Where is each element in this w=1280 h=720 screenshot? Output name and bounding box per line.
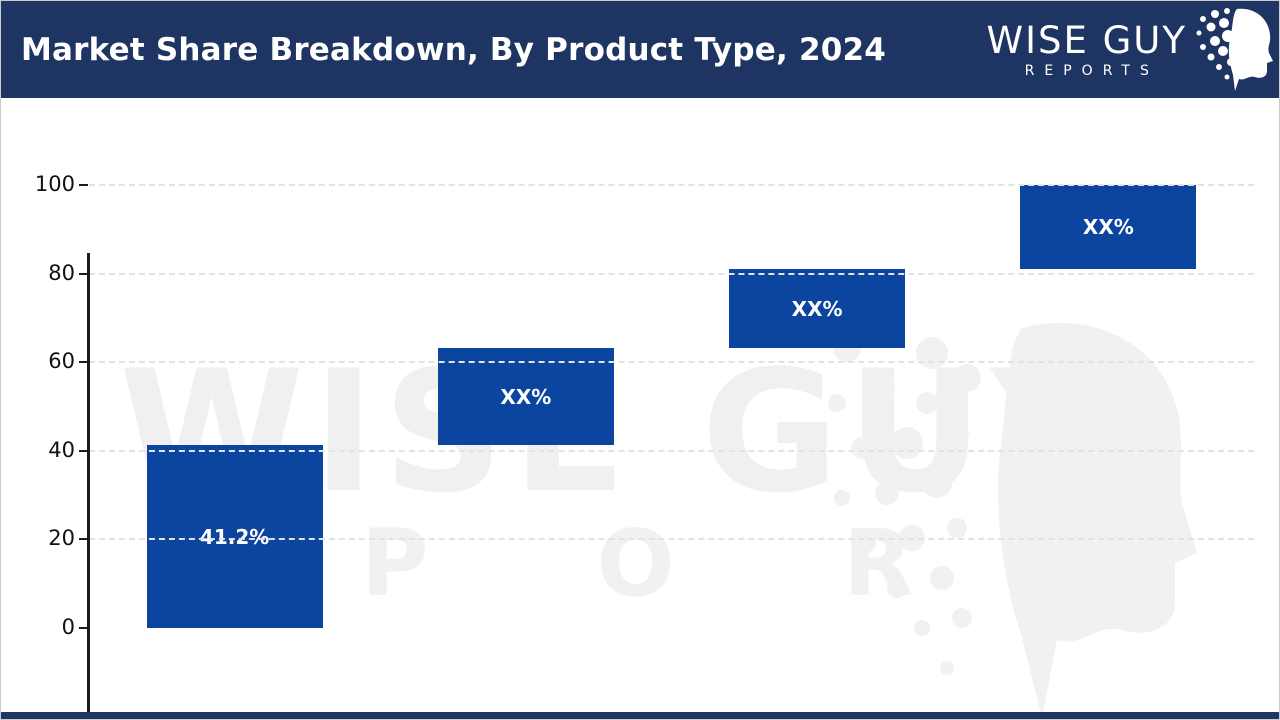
y-axis-tick-mark xyxy=(79,272,88,275)
gridline xyxy=(89,449,1254,452)
bar-makeup: XX% xyxy=(729,269,906,348)
logo-reports-label: REPORTS xyxy=(1024,62,1159,79)
y-axis-tick-mark xyxy=(79,538,88,541)
gridline xyxy=(89,184,1254,186)
y-axis-tick-label: 60 xyxy=(48,349,75,374)
bar-skin-care: 41.2% xyxy=(146,445,323,628)
y-axis-tick-mark xyxy=(79,184,88,186)
bar-value-label: XX% xyxy=(500,384,552,409)
chart-area: WISE GUY P O R T S 02040608010041.2%Skin… xyxy=(1,98,1279,719)
bar-body-care: XX% xyxy=(1020,185,1197,270)
y-axis-tick-label: 20 xyxy=(48,526,75,551)
gridline xyxy=(89,361,1254,364)
gridline xyxy=(89,538,1254,541)
logo-text: WISE GUY REPORTS xyxy=(987,22,1187,79)
y-axis-tick-label: 100 xyxy=(34,172,75,196)
y-axis-tick-mark xyxy=(79,627,88,629)
gridline xyxy=(89,272,1254,275)
bar-value-label: XX% xyxy=(791,296,843,321)
y-axis-tick-mark xyxy=(79,361,88,364)
bar-value-label: 41.2% xyxy=(199,524,270,549)
chart-title: Market Share Breakdown, By Product Type,… xyxy=(21,31,887,68)
header-bar: Market Share Breakdown, By Product Type,… xyxy=(1,1,1279,98)
wiseguy-logo: WISE GUY REPORTS xyxy=(987,5,1273,95)
bar-hair-care: XX% xyxy=(437,348,614,446)
y-axis-tick-mark xyxy=(79,449,88,452)
y-axis-line xyxy=(87,253,90,719)
logo-head-icon xyxy=(1196,8,1273,92)
y-axis-tick-label: 80 xyxy=(48,260,75,285)
logo-wiseguy-label: WISE GUY xyxy=(986,18,1187,62)
watermark-head-icon xyxy=(828,322,1197,718)
footer-bar xyxy=(1,712,1279,719)
bar-value-label: XX% xyxy=(1082,215,1134,240)
y-axis-tick-label: 0 xyxy=(61,615,75,639)
y-axis-tick-label: 40 xyxy=(48,437,75,462)
